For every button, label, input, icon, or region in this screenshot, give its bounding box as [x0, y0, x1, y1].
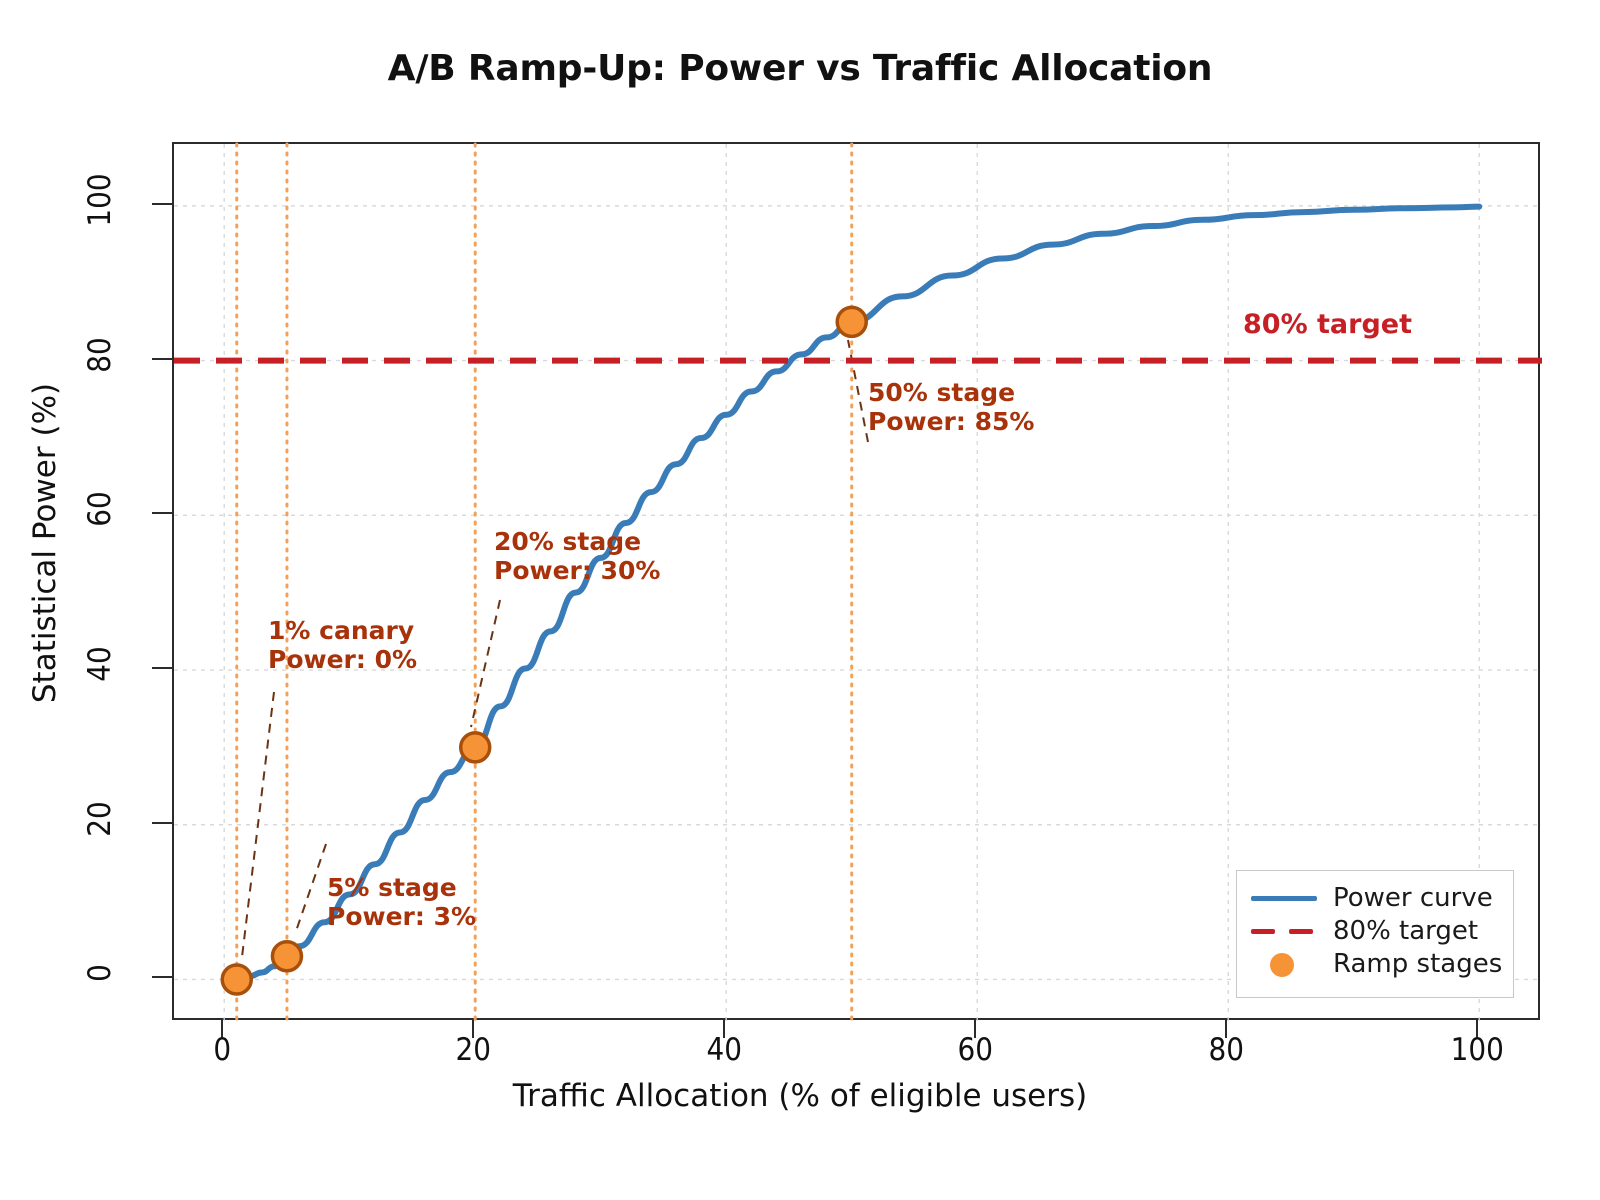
x-tick-label: 80 [1208, 1032, 1244, 1068]
y-tick-label: 0 [82, 964, 118, 983]
y-tick-mark [152, 667, 172, 670]
ramp-stage-marker[interactable] [270, 939, 304, 973]
legend-item-ramp-stages[interactable]: Ramp stages [1249, 947, 1503, 980]
y-tick-mark [152, 821, 172, 824]
y-tick-label: 80 [82, 336, 118, 373]
power-curve-line [221, 203, 1483, 983]
x-tick-mark [221, 1020, 224, 1038]
annotation-stage-50pct: 50% stage Power: 85% [868, 378, 1034, 436]
ramp-stage-markers [220, 305, 868, 996]
annotation-stage-label: 5% stage [327, 873, 457, 902]
x-tick-label: 100 [1450, 1032, 1504, 1068]
y-tick-mark [152, 512, 172, 515]
annotation-power-value: Power: 3% [327, 902, 477, 931]
x-tick-mark [974, 1020, 977, 1038]
legend: Power curve 80% target Ramp stages [1236, 870, 1514, 998]
annotation-power-value: Power: 85% [868, 407, 1035, 436]
legend-item-target[interactable]: 80% target [1249, 914, 1501, 947]
x-tick-mark [723, 1020, 726, 1038]
y-tick-mark [152, 976, 172, 979]
target-label: 80% target [1243, 308, 1413, 340]
stage-vlines [235, 142, 854, 1024]
legend-item-power-curve[interactable]: Power curve [1249, 881, 1501, 914]
x-tick-label: 60 [957, 1032, 993, 1068]
annotation-stage-label: 1% canary [268, 616, 415, 645]
ramp-stage-marker[interactable] [220, 963, 254, 996]
x-tick-label: 0 [213, 1032, 232, 1068]
dashed-line-icon [1249, 918, 1319, 944]
y-tick-mark [152, 357, 172, 360]
page-title: A/B Ramp-Up: Power vs Traffic Allocation [387, 48, 1213, 89]
solid-line-icon [1249, 885, 1319, 911]
x-tick-mark [1225, 1020, 1228, 1038]
annotation-leader-lines [241, 339, 869, 958]
y-tick-label: 60 [82, 491, 118, 528]
x-tick-mark [1476, 1020, 1479, 1038]
annotation-power-value: Power: 30% [494, 556, 661, 585]
annotation-stage-label: 50% stage [868, 378, 1016, 407]
ramp-stage-marker[interactable] [835, 305, 868, 339]
circle-marker-icon [1249, 951, 1319, 977]
x-tick-mark [472, 1020, 475, 1038]
x-tick-label: 20 [455, 1032, 491, 1068]
annotation-stage-5pct: 5% stage Power: 3% [327, 873, 476, 931]
annotation-canary-1pct: 1% canary Power: 0% [268, 616, 417, 674]
y-tick-label: 100 [82, 173, 118, 227]
annotation-power-value: Power: 0% [268, 645, 418, 674]
legend-label: Ramp stages [1333, 948, 1503, 979]
y-axis-label: Statistical Power (%) [27, 382, 63, 704]
ramp-stage-marker[interactable] [458, 731, 492, 764]
y-tick-mark [152, 202, 172, 205]
x-tick-label: 40 [706, 1032, 742, 1068]
x-axis-label: Traffic Allocation (% of eligible users) [512, 1078, 1088, 1114]
legend-label: 80% target [1333, 915, 1479, 946]
y-tick-label: 40 [82, 646, 118, 682]
y-tick-label: 20 [82, 801, 118, 837]
legend-label: Power curve [1333, 882, 1493, 913]
annotation-stage-20pct: 20% stage Power: 30% [494, 527, 660, 585]
annotation-stage-label: 20% stage [494, 527, 642, 556]
